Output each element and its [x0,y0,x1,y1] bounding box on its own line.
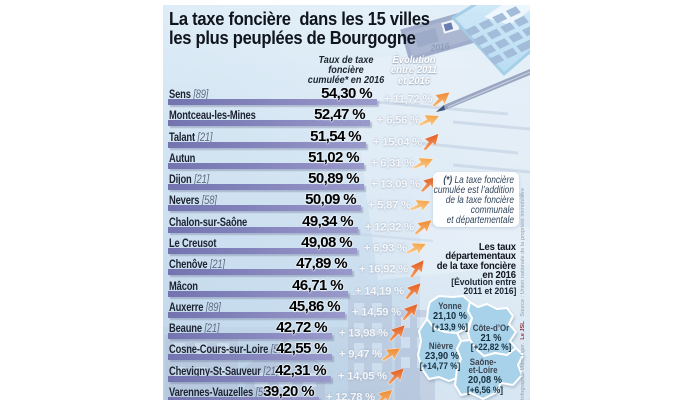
svg-text:2016: 2016 [429,41,450,53]
